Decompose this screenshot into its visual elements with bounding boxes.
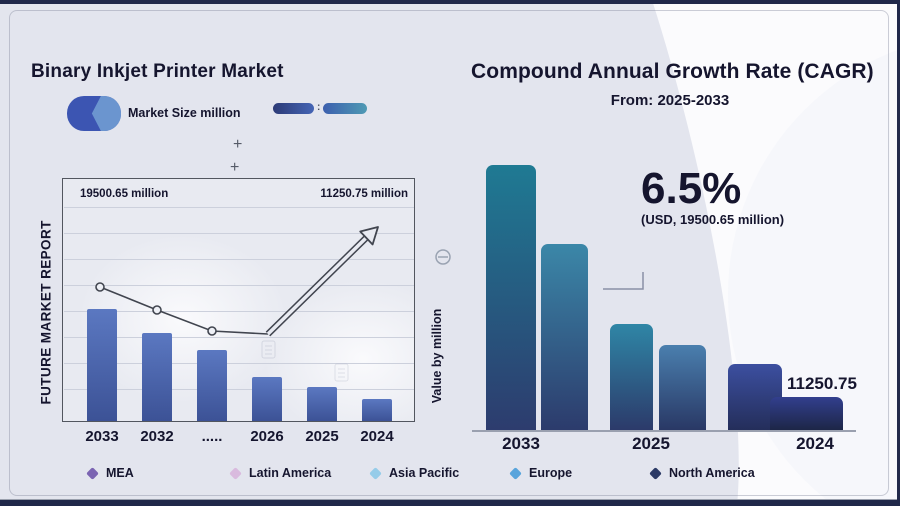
market-size-bar-2026 bbox=[252, 377, 282, 421]
cylinder-highlight bbox=[91, 96, 121, 131]
legend-diamond-icon bbox=[649, 466, 662, 480]
gridline bbox=[64, 207, 414, 208]
market-size-bar-..... bbox=[197, 350, 227, 421]
legend-item-mea: MEA bbox=[86, 466, 134, 480]
market-size-bar-2024 bbox=[362, 399, 392, 421]
gradient-pill-icon bbox=[323, 103, 367, 114]
legend-label: Market Size million bbox=[128, 106, 241, 120]
legend-item-label: Asia Pacific bbox=[389, 466, 460, 480]
gridline bbox=[64, 259, 414, 260]
gridline bbox=[64, 285, 414, 286]
cagr-bar bbox=[541, 244, 588, 430]
plus-decoration: + bbox=[233, 136, 243, 153]
x-axis-line bbox=[472, 430, 856, 432]
cagr-bar bbox=[610, 324, 653, 430]
side-watermark-text: FUTURE MARKET REPORT bbox=[38, 220, 54, 405]
legend-item-label: Europe bbox=[529, 466, 573, 480]
cagr-bar bbox=[486, 165, 536, 430]
gridline bbox=[64, 389, 414, 390]
x-axis-label: 2032 bbox=[140, 428, 174, 445]
cylinder-icon bbox=[67, 96, 121, 131]
legend-item-label: MEA bbox=[106, 466, 134, 480]
cagr-detail: (USD, 19500.65 million) bbox=[641, 212, 785, 227]
x-axis-label: 2025 bbox=[305, 428, 339, 445]
y-axis-title: Value by million bbox=[430, 308, 444, 404]
legend-item-asia-pacific: Asia Pacific bbox=[369, 466, 460, 480]
cagr-period-subtitle: From: 2025-2033 bbox=[610, 92, 730, 109]
legend-item-north-america: North America bbox=[649, 466, 755, 480]
gradient-pill-icon bbox=[273, 103, 314, 114]
market-size-legend: Market Size million : bbox=[67, 96, 377, 132]
market-size-bar-2033 bbox=[87, 309, 117, 421]
gridline bbox=[64, 363, 414, 364]
legend-item-europe: Europe bbox=[509, 466, 573, 480]
legend-diamond-icon bbox=[509, 466, 522, 480]
max-value-label: 19500.65 million bbox=[80, 188, 169, 200]
frame-strip-bottom bbox=[0, 499, 900, 506]
gridline bbox=[64, 337, 414, 338]
legend-diamond-icon bbox=[86, 466, 99, 480]
cagr-bar bbox=[770, 397, 843, 430]
cagr-year-label: 2025 bbox=[632, 434, 670, 453]
market-size-bar-2025 bbox=[307, 387, 337, 421]
plus-decoration: + bbox=[230, 159, 240, 176]
legend-item-label: North America bbox=[669, 466, 755, 480]
pill-separator: : bbox=[317, 102, 321, 113]
min-value-label: 11250.75 million bbox=[320, 188, 408, 200]
legend-diamond-icon bbox=[369, 466, 382, 480]
cloud-blob bbox=[263, 279, 414, 421]
cagr-year-label: 2024 bbox=[796, 434, 834, 453]
cagr-year-label: 2033 bbox=[502, 434, 540, 453]
gridline bbox=[64, 233, 414, 234]
page-title-left: Binary Inkjet Printer Market bbox=[31, 61, 284, 82]
market-size-bar-2032 bbox=[142, 333, 172, 421]
x-axis-label: ..... bbox=[201, 428, 223, 445]
cagr-percentage: 6.5% bbox=[641, 164, 742, 213]
x-axis-label: 2024 bbox=[360, 428, 394, 445]
x-axis-label: 2026 bbox=[250, 428, 284, 445]
value-callout: 11250.75 bbox=[787, 374, 857, 393]
legend-item-latin-america: Latin America bbox=[229, 466, 332, 480]
page-title-right: Compound Annual Growth Rate (CAGR) bbox=[471, 60, 874, 83]
legend-item-label: Latin America bbox=[249, 466, 332, 480]
x-axis-label: 2033 bbox=[85, 428, 119, 445]
x-axis-labels: 2033 2032..... 2026 2025 2024 bbox=[0, 428, 900, 448]
cagr-bar bbox=[659, 345, 706, 430]
legend-diamond-icon bbox=[229, 466, 242, 480]
frame-strip-right bbox=[897, 0, 900, 506]
frame-strip-top bbox=[0, 0, 900, 4]
